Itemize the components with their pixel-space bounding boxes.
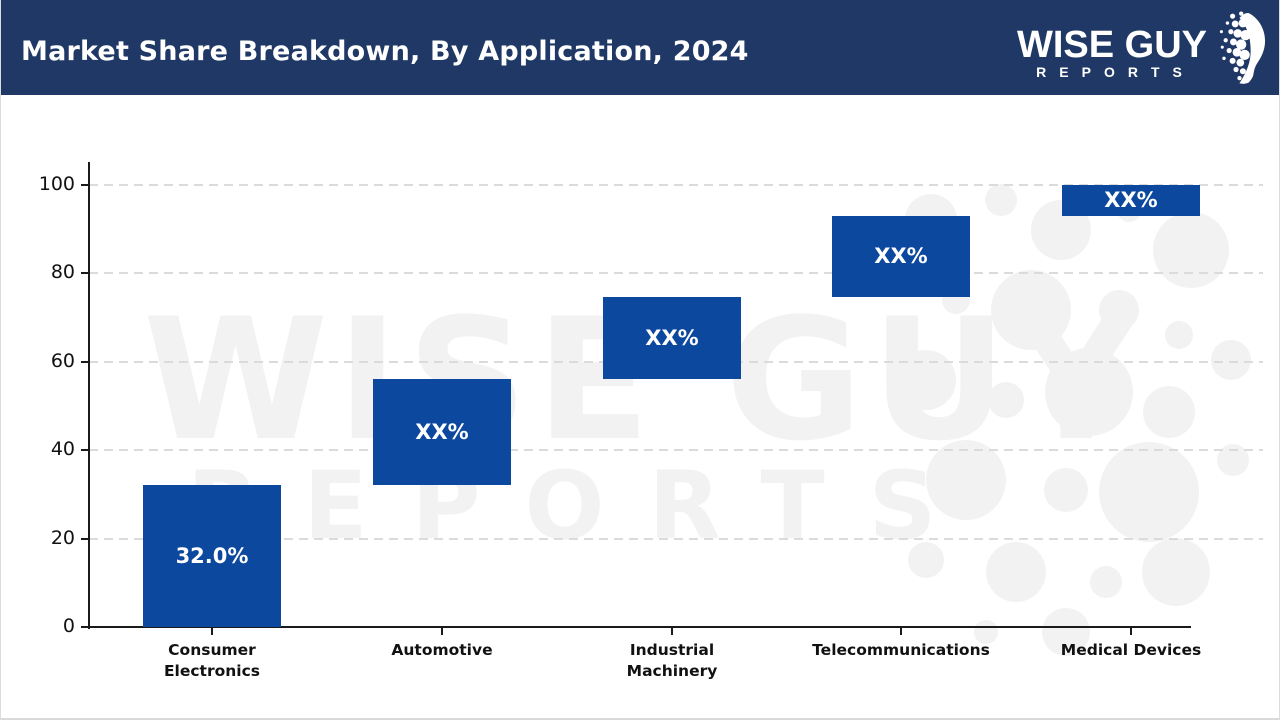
bar-value-label: XX% xyxy=(415,420,469,445)
y-tick-100 xyxy=(81,183,89,186)
page-title: Market Share Breakdown, By Application, … xyxy=(21,36,749,67)
bar-value-label: XX% xyxy=(645,326,699,351)
y-tick-label-100: 100 xyxy=(38,172,75,195)
gridline-100 xyxy=(89,183,1263,186)
x-tick-medical-devices xyxy=(1130,627,1132,635)
bar-value-label: XX% xyxy=(874,244,928,269)
x-axis-line xyxy=(87,626,1191,628)
x-axis-label-industrial-machinery: Industrial Machinery xyxy=(626,641,718,680)
logo-head-icon xyxy=(1219,11,1266,84)
x-tick-industrial-machinery xyxy=(671,627,673,635)
gridline-20 xyxy=(89,537,1263,540)
x-axis-label-consumer-electronics: Consumer Electronics xyxy=(163,641,261,680)
gridline-40 xyxy=(89,449,1263,452)
x-tick-consumer-electronics xyxy=(211,627,213,635)
y-tick-80 xyxy=(81,272,89,275)
bar-consumer-electronics: 32.0% xyxy=(143,485,281,627)
bar-value-label: 32.0% xyxy=(175,544,249,569)
y-tick-40 xyxy=(81,449,89,452)
y-tick-60 xyxy=(81,360,89,363)
bar-automotive: XX% xyxy=(373,379,511,486)
logo-wordmark: WISE GUY xyxy=(1017,24,1208,66)
x-tick-telecommunications xyxy=(900,627,902,635)
x-tick-automotive xyxy=(441,627,443,635)
x-axis-label-telecommunications: Telecommunications xyxy=(812,641,990,659)
y-tick-0 xyxy=(81,626,89,628)
bar-industrial-machinery: XX% xyxy=(603,297,741,380)
y-tick-20 xyxy=(81,537,89,540)
watermark-reports: REPORTS xyxy=(187,452,981,561)
x-axis-label-medical-devices: Medical Devices xyxy=(1060,641,1202,659)
logo-reports-text: REPORTS xyxy=(1036,64,1195,80)
y-tick-label-40: 40 xyxy=(50,438,75,461)
y-tick-label-60: 60 xyxy=(50,349,75,372)
header-bar: Market Share Breakdown, By Application, … xyxy=(1,0,1279,95)
y-tick-label-0: 0 xyxy=(62,615,75,637)
wiseguy-logo: WISE GUY REPORTS xyxy=(1017,6,1267,90)
y-tick-label-80: 80 xyxy=(50,261,75,284)
bar-value-label: XX% xyxy=(1104,188,1158,213)
gridline-80 xyxy=(89,272,1263,275)
y-tick-label-20: 20 xyxy=(50,526,75,549)
bar-medical-devices: XX% xyxy=(1062,184,1200,216)
x-axis-label-automotive: Automotive xyxy=(391,641,493,659)
bar-telecommunications: XX% xyxy=(832,215,970,298)
y-axis-line xyxy=(88,162,90,629)
